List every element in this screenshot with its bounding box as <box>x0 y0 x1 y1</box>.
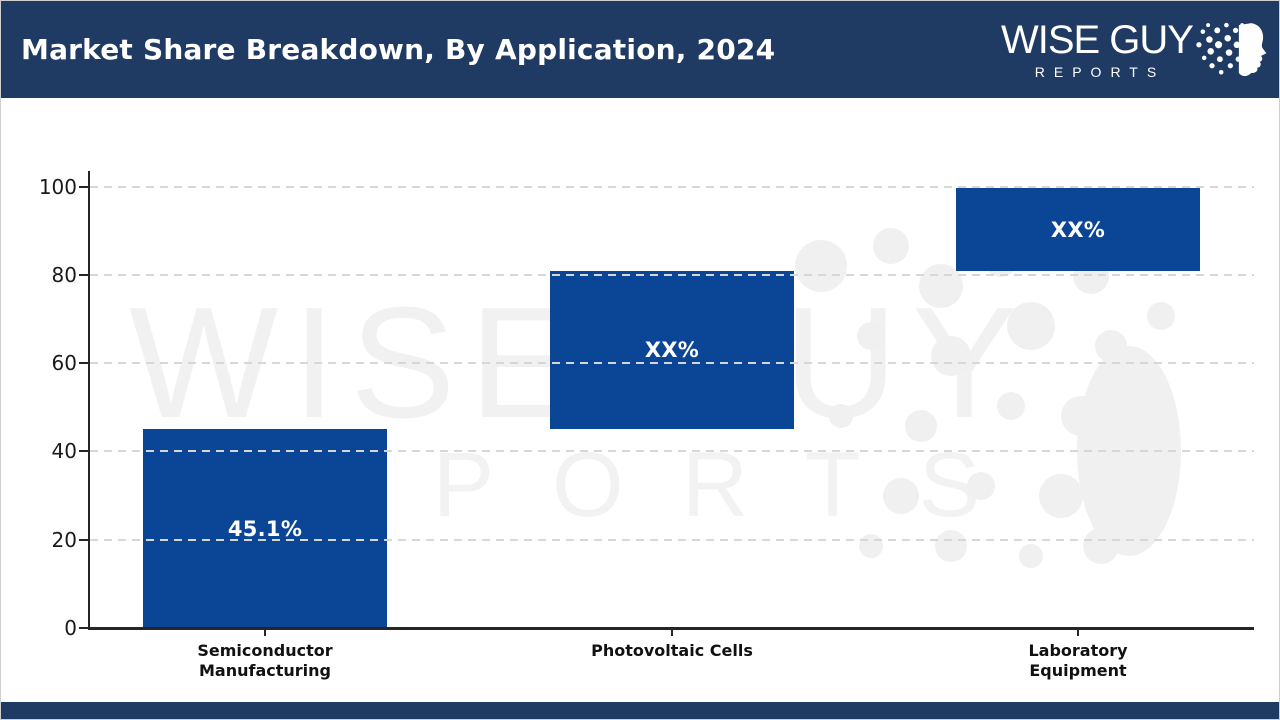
bar-value-label: 45.1% <box>227 516 303 541</box>
chart-title: Market Share Breakdown, By Application, … <box>21 33 776 66</box>
gridline-60 <box>90 362 1254 364</box>
bar-semiconductor-manufacturing: 45.1% <box>143 429 387 628</box>
header-band: Market Share Breakdown, By Application, … <box>1 1 1279 98</box>
x-label-line: Laboratory <box>1028 641 1128 660</box>
footer-band <box>1 702 1279 719</box>
bar-value-label: XX% <box>644 338 700 362</box>
logo-reports-text: REPORTS <box>1034 63 1166 80</box>
bar-laboratory-equipment: XX% <box>956 188 1200 271</box>
y-tick-mark <box>79 450 88 452</box>
y-axis-line <box>88 171 90 629</box>
y-tick-label-40: 40 <box>51 439 77 463</box>
x-tick-mark <box>1077 630 1079 636</box>
y-tick-label-80: 80 <box>51 263 77 287</box>
x-label-line: Manufacturing <box>199 661 331 680</box>
gridline-20 <box>90 539 1254 541</box>
y-tick-label-0: 0 <box>64 616 77 640</box>
bar-value-label: XX% <box>1050 217 1106 242</box>
wise-guy-reports-logo: WISE GUY REPORTS <box>1000 8 1279 92</box>
x-tick-mark <box>671 630 673 636</box>
y-tick-label-100: 100 <box>38 175 77 199</box>
y-tick-label-20: 20 <box>51 528 77 552</box>
gridline-100 <box>90 186 1254 188</box>
x-label-line: Semiconductor <box>197 641 333 660</box>
logo-text: WISE GUY REPORTS <box>1000 17 1194 80</box>
x-label-laboratory-equipment: Laboratory Equipment <box>928 641 1228 681</box>
y-tick-mark <box>79 274 88 276</box>
y-tick-label-60: 60 <box>51 351 77 375</box>
x-label-semiconductor-manufacturing: Semiconductor Manufacturing <box>115 641 415 681</box>
logo-face-icon <box>1196 22 1267 76</box>
y-tick-mark <box>79 186 88 188</box>
x-label-line: Photovoltaic Cells <box>591 641 753 660</box>
y-tick-mark <box>79 362 88 364</box>
logo-wiseguy-text: WISE GUY <box>1000 17 1194 62</box>
y-tick-mark <box>79 627 88 629</box>
y-tick-mark <box>79 539 88 541</box>
bar-photovoltaic-cells: XX% <box>550 271 794 429</box>
x-label-line: Equipment <box>1029 661 1127 680</box>
x-label-photovoltaic-cells: Photovoltaic Cells <box>522 641 822 661</box>
x-tick-mark <box>264 630 266 636</box>
gridline-80 <box>90 274 1254 276</box>
gridline-40 <box>90 450 1254 452</box>
x-axis-line <box>88 627 1254 630</box>
